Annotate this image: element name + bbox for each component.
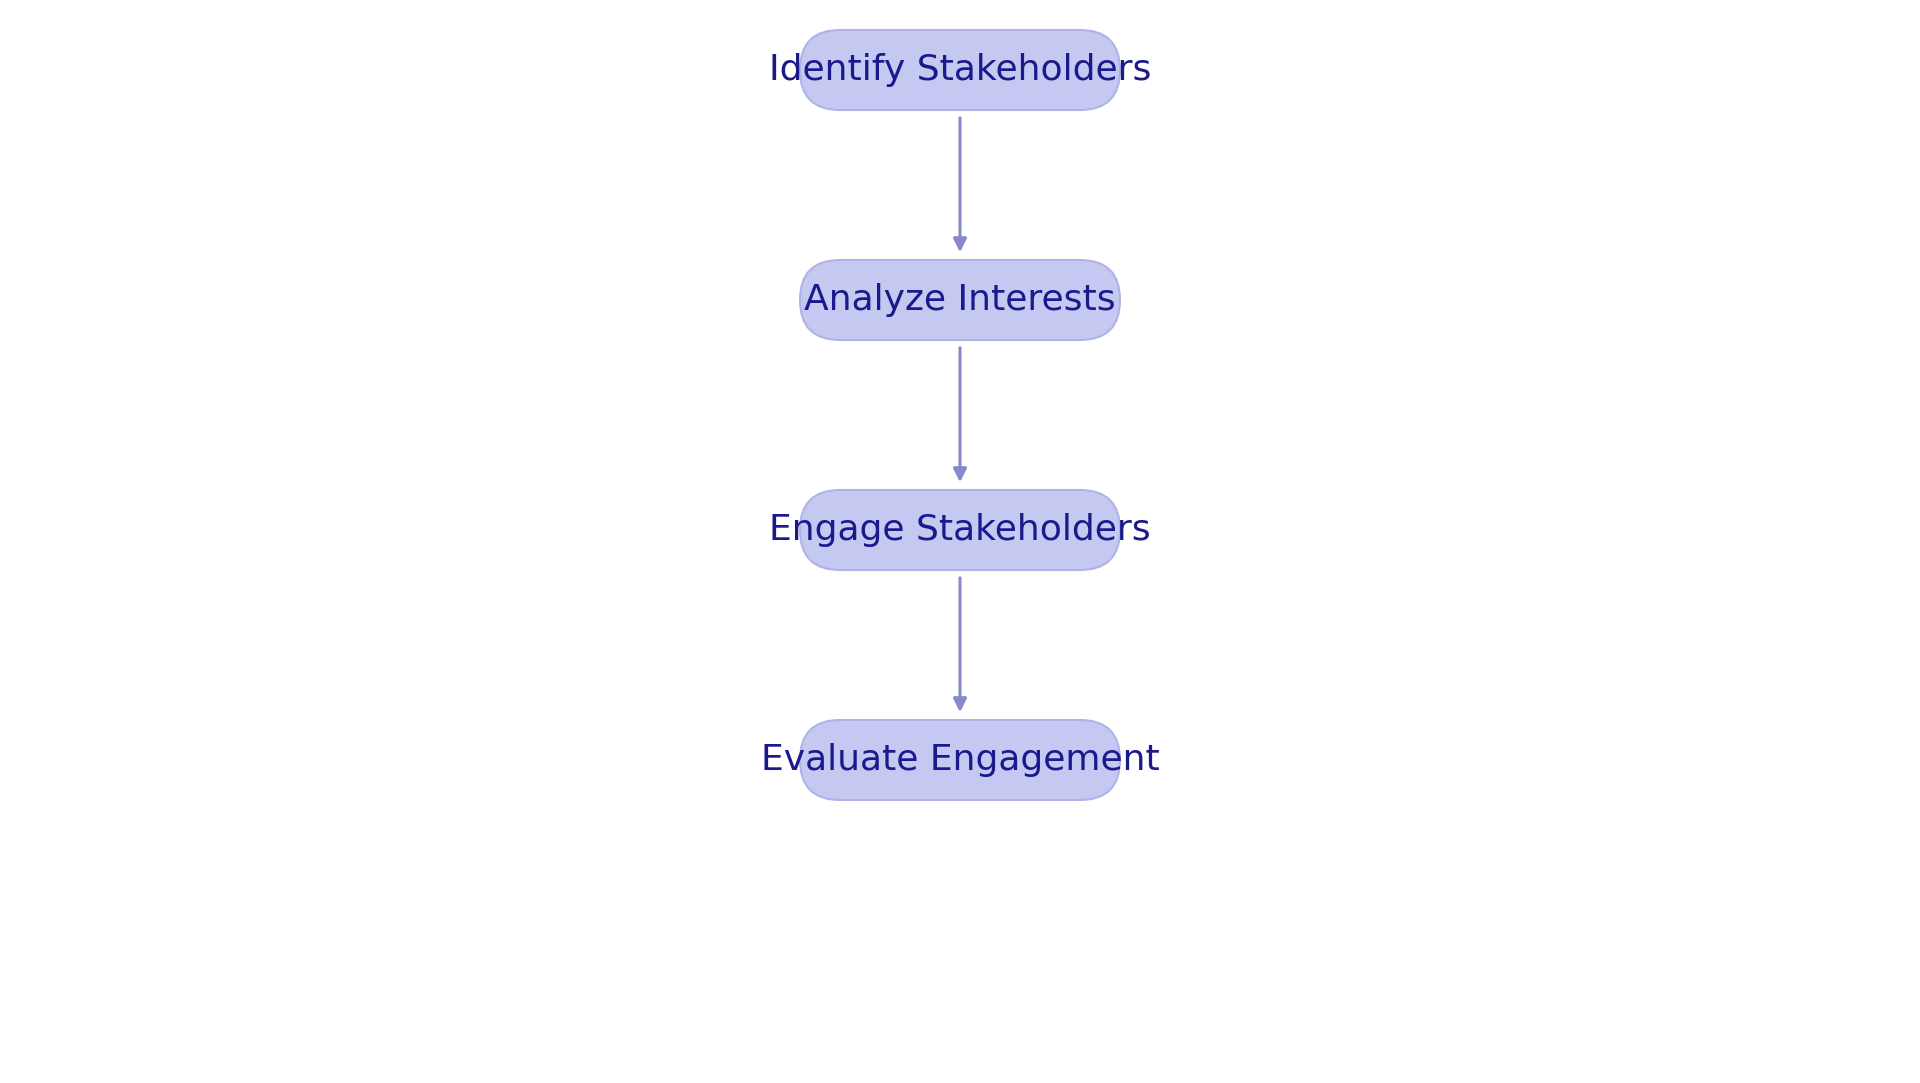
Text: Evaluate Engagement: Evaluate Engagement [760,743,1160,777]
FancyBboxPatch shape [801,720,1119,800]
Text: Engage Stakeholders: Engage Stakeholders [770,513,1150,547]
Text: Analyze Interests: Analyze Interests [804,283,1116,317]
Text: Identify Stakeholders: Identify Stakeholders [768,53,1152,87]
FancyBboxPatch shape [801,490,1119,570]
FancyBboxPatch shape [801,30,1119,110]
FancyBboxPatch shape [801,260,1119,340]
